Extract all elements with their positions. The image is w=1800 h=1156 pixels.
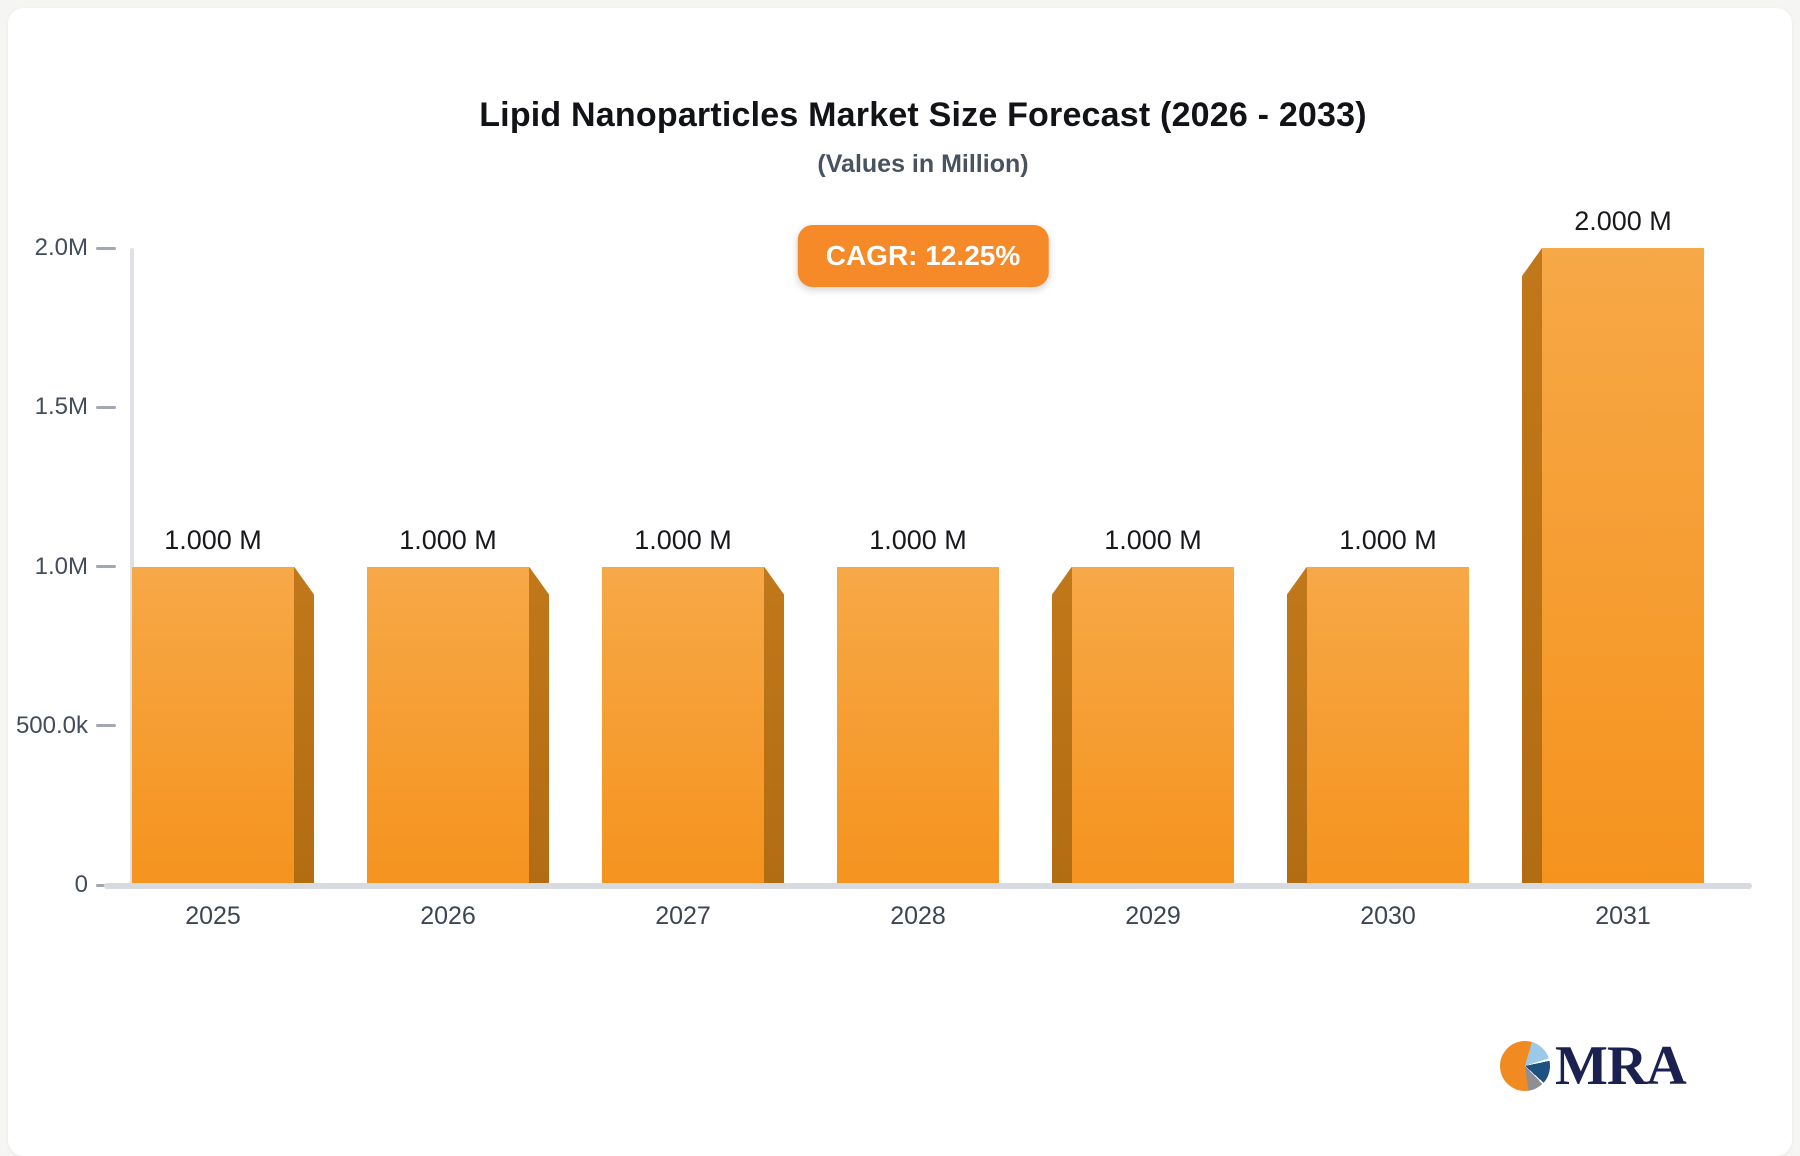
y-tick-label: 2.0M xyxy=(34,234,88,261)
y-tick-dash xyxy=(96,246,116,250)
y-tick-label: 1.5M xyxy=(34,393,88,421)
chart-title: Lipid Nanoparticles Market Size Forecast… xyxy=(479,96,1367,134)
bar-value-label: 1.000 M xyxy=(164,524,262,555)
bar-side-2029 xyxy=(1052,566,1072,886)
x-tick-label: 2029 xyxy=(1125,902,1181,930)
bar-2028[interactable] xyxy=(837,566,999,886)
bar-2025[interactable] xyxy=(132,566,294,886)
bar-value-label: 1.000 M xyxy=(1104,524,1202,555)
bar-2026[interactable] xyxy=(367,566,529,886)
y-tick-dash xyxy=(96,724,116,728)
bar-2027[interactable] xyxy=(602,566,764,886)
bar-value-label: 1.000 M xyxy=(399,524,497,555)
bar-value-label: 2.000 M xyxy=(1574,206,1672,236)
x-tick-label: 2025 xyxy=(185,902,241,930)
logo: MRA xyxy=(1500,1035,1687,1097)
bar-2029[interactable] xyxy=(1072,566,1234,886)
bar-side-2027 xyxy=(764,566,784,886)
bar-side-2026 xyxy=(529,566,549,886)
bar-value-label: 1.000 M xyxy=(1339,524,1437,555)
y-tick-dash xyxy=(96,405,116,409)
x-tick-label: 2028 xyxy=(890,902,946,930)
x-tick-label: 2031 xyxy=(1595,902,1651,930)
y-tick-dash xyxy=(96,565,116,568)
bar-side-2025 xyxy=(294,566,314,886)
bar-value-label: 1.000 M xyxy=(869,524,967,555)
chart-subtitle: (Values in Million) xyxy=(817,150,1029,178)
logo-text: MRA xyxy=(1555,1035,1687,1097)
bar-2030[interactable] xyxy=(1307,566,1469,886)
y-tick-label: 1.0M xyxy=(34,552,88,580)
y-tick-label: 0 xyxy=(74,871,88,898)
bar-value-label: 1.000 M xyxy=(634,524,732,555)
bar-2031[interactable] xyxy=(1542,248,1704,886)
cagr-badge: CAGR: 12.25% xyxy=(797,225,1049,287)
bar-side-2030 xyxy=(1287,566,1307,886)
bar-side-2031 xyxy=(1522,248,1542,886)
x-tick-label: 2030 xyxy=(1360,902,1416,930)
x-tick-label: 2026 xyxy=(420,902,476,930)
x-tick-label: 2027 xyxy=(655,902,711,930)
y-tick-label: 500.0k xyxy=(15,711,88,739)
logo-pie-icon xyxy=(1500,1041,1550,1091)
x-axis-line xyxy=(104,883,1752,889)
